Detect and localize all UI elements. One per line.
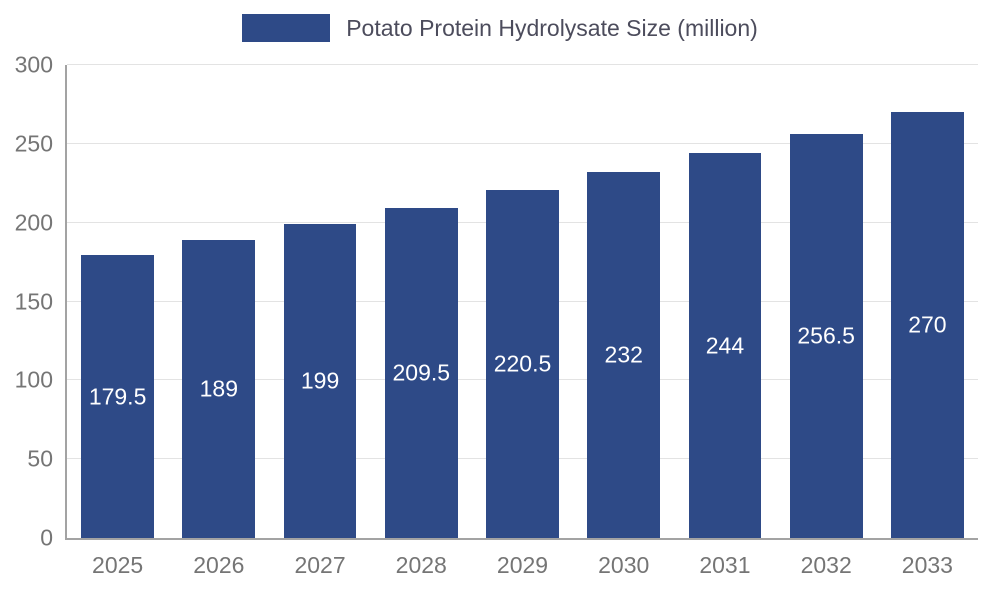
bar-value-label: 232	[604, 341, 643, 368]
bar: 220.5	[486, 190, 559, 538]
bar: 179.5	[81, 255, 155, 538]
plot-area: 0 50 100 150 200 250 300 179.5 2025 189 2026 199 202…	[15, 53, 978, 577]
bar-value-label: 256.5	[797, 322, 855, 349]
legend-swatch	[242, 14, 331, 42]
gridline	[67, 64, 978, 65]
legend: Potato Protein Hydrolysate Size (million…	[0, 14, 1000, 42]
bar: 189	[182, 240, 256, 538]
x-tick-label: 2028	[395, 552, 447, 578]
y-tick-label: 0	[40, 524, 53, 551]
bar-value-label: 209.5	[392, 359, 451, 386]
y-tick-label: 100	[14, 366, 53, 393]
bar: 209.5	[384, 207, 458, 538]
bar: 256.5	[789, 133, 863, 538]
x-tick-label: 2033	[901, 552, 953, 578]
bar: 232	[587, 172, 661, 538]
x-tick-label: 2030	[598, 552, 650, 578]
y-tick-label: 150	[14, 288, 53, 314]
x-tick-label: 2027	[294, 552, 346, 578]
legend-label: Potato Protein Hydrolysate Size (million…	[346, 14, 758, 41]
y-tick-label: 250	[14, 130, 53, 157]
x-tick-label: 2031	[699, 552, 751, 578]
bar-value-label: 199	[300, 367, 340, 394]
x-tick-label: 2026	[193, 552, 245, 578]
bar-value-label: 244	[705, 332, 745, 359]
bar-value-label: 179.5	[88, 383, 147, 409]
x-tick-label: 2029	[496, 552, 549, 578]
bar-value-label: 270	[908, 311, 947, 338]
x-tick-label: 2032	[800, 552, 852, 578]
bar-value-label: 189	[199, 375, 239, 402]
bar: 199	[283, 224, 357, 538]
y-tick-label: 300	[14, 51, 53, 78]
y-tick-label: 200	[14, 209, 53, 236]
x-tick-label: 2025	[92, 552, 144, 578]
gridline	[67, 142, 978, 144]
bar: 244	[688, 153, 762, 538]
y-tick-label: 50	[27, 445, 53, 472]
bar: 270	[890, 112, 964, 538]
bar-value-label: 220.5	[493, 350, 552, 377]
